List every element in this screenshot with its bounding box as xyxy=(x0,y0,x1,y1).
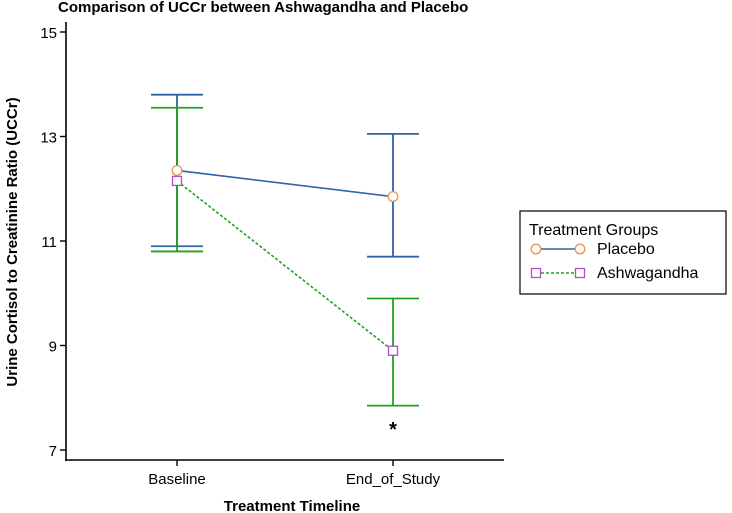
data-point xyxy=(387,191,399,203)
y-axis-label: Urine Cortisol to Creatinine Ratio (UCCr… xyxy=(4,97,21,386)
chart-title: Comparison of UCCr between Ashwagandha a… xyxy=(58,0,468,16)
x-tick-label: End_of_Study xyxy=(346,471,441,488)
legend-marker xyxy=(530,243,542,255)
legend: Treatment Groups Placebo Ashwagandha xyxy=(519,210,727,295)
legend-title: Treatment Groups xyxy=(529,222,658,239)
y-tick-label: 7 xyxy=(49,443,57,460)
y-tick-label: 15 xyxy=(40,25,57,42)
series-line xyxy=(176,180,394,352)
x-tick-label: Baseline xyxy=(148,471,206,488)
legend-marker xyxy=(530,267,542,279)
y-tick-label: 11 xyxy=(41,234,57,251)
data-point xyxy=(171,165,183,176)
y-tick-label: 13 xyxy=(40,130,57,147)
legend-box xyxy=(519,210,727,295)
data-point xyxy=(171,175,183,187)
y-tick-label: 9 xyxy=(49,339,57,356)
legend-label: Ashwagandha xyxy=(597,265,699,282)
significance-asterisk: * xyxy=(389,419,397,441)
x-axis-label: Treatment Timeline xyxy=(224,498,360,513)
legend-marker xyxy=(574,267,586,279)
plot-area: 7 9 11 13 15 Baseline End_of_Study * xyxy=(40,22,504,488)
series-line xyxy=(176,169,394,198)
data-point xyxy=(387,345,399,356)
legend-label: Placebo xyxy=(597,241,655,258)
legend-marker xyxy=(574,243,586,255)
